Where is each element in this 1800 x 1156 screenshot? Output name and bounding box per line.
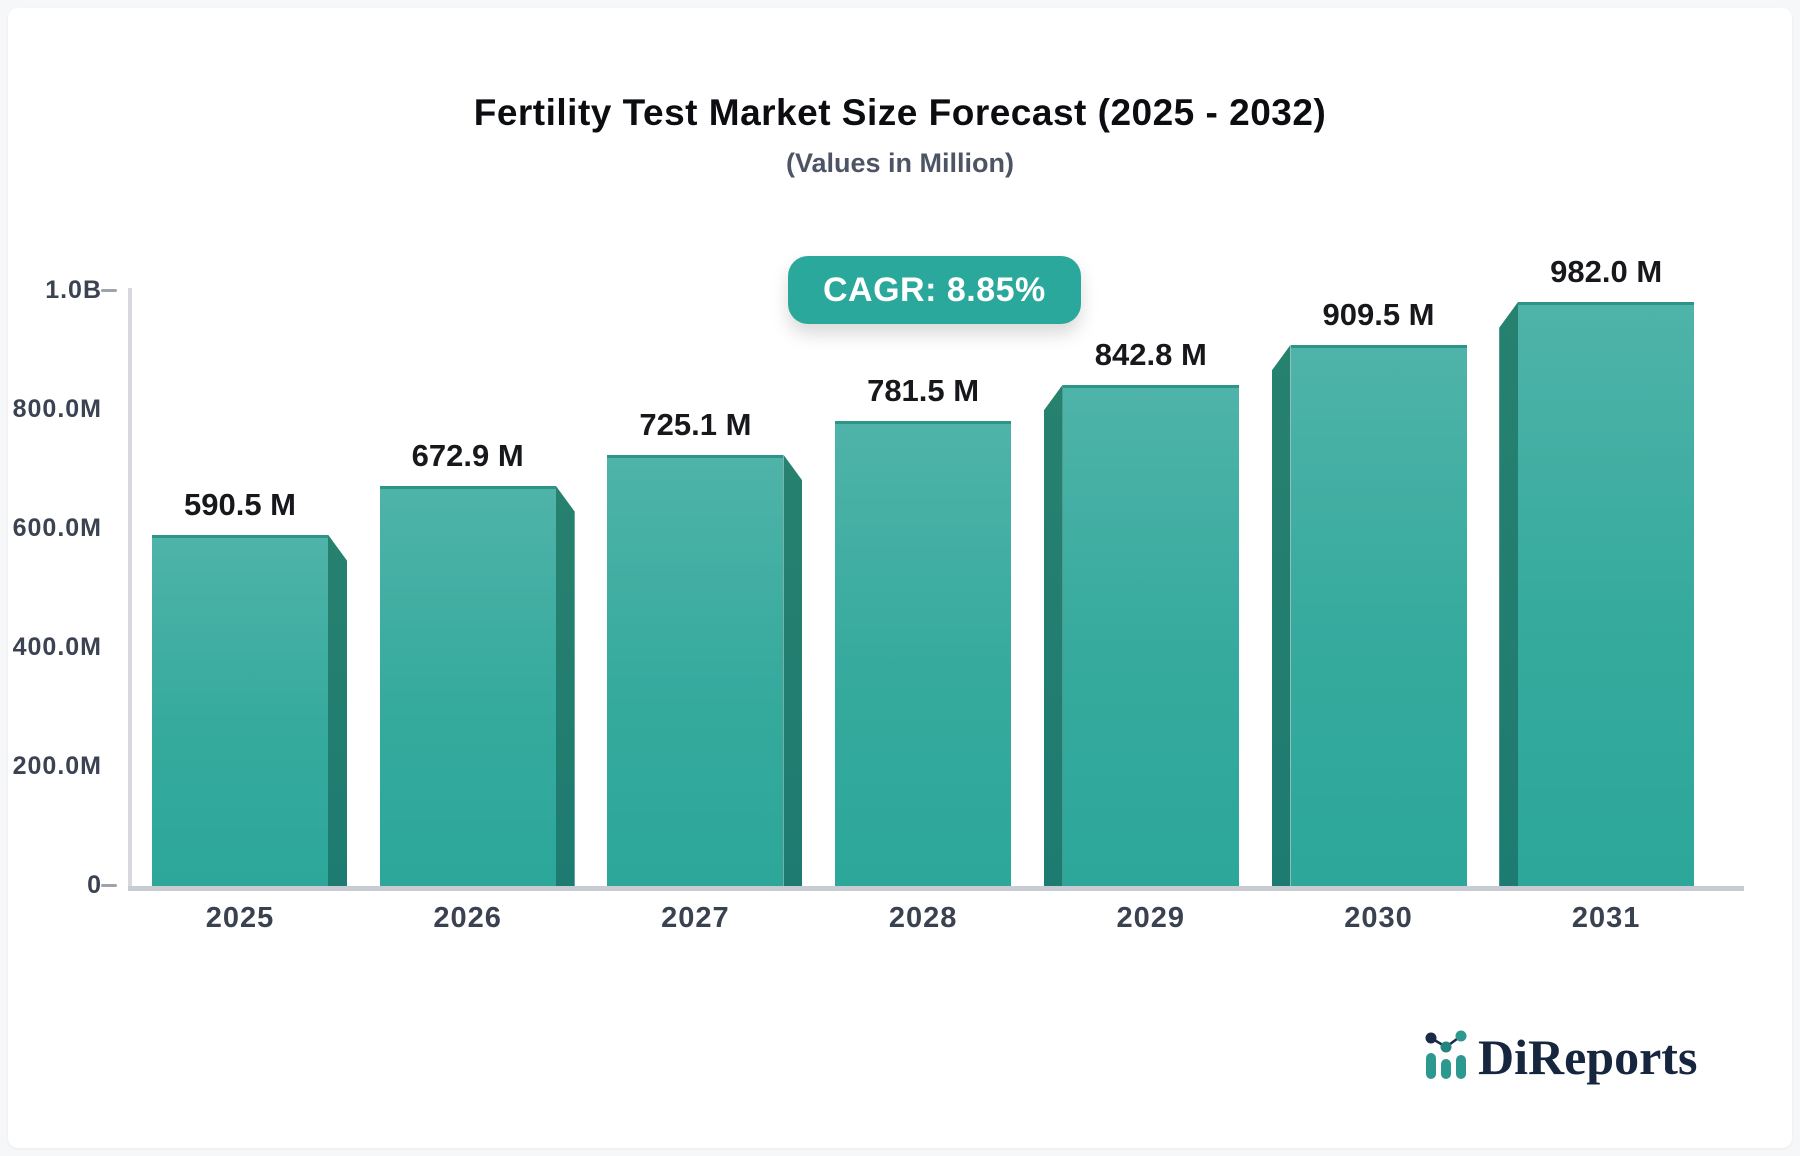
x-tick-label: 2025 (205, 902, 275, 934)
bar-value-label: 842.8 M (1094, 336, 1207, 372)
y-tick-label: 600.0M (12, 514, 102, 542)
bar-2026 (379, 485, 556, 886)
bar-side-2029 (1043, 384, 1063, 886)
x-tick-label: 2027 (661, 902, 730, 934)
bar-2029 (1062, 384, 1239, 886)
bar-value-label: 909.5 M (1322, 296, 1435, 332)
cagr-badge: CAGR: 8.85% (788, 256, 1081, 324)
y-axis-line (128, 288, 132, 888)
x-tick-label: 2030 (1344, 902, 1413, 934)
x-tick-label: 2028 (888, 902, 958, 934)
x-axis-line (128, 886, 1744, 891)
bar-side-2027 (783, 454, 803, 886)
bar-side-2031 (1499, 301, 1519, 886)
x-tick-label: 2026 (433, 902, 502, 934)
y-tick-label: 1.0B (45, 276, 102, 304)
y-tick-label: 800.0M (12, 395, 102, 423)
y-tick-label: 400.0M (12, 633, 102, 661)
bar-side-2026 (555, 485, 575, 886)
y-tick-dash (101, 884, 117, 887)
x-tick-label: 2029 (1116, 902, 1186, 934)
chart-subtitle: (Values in Million) (785, 148, 1015, 178)
bar-value-label: 781.5 M (867, 373, 980, 408)
direports-logo-text: DiReports (1478, 1029, 1698, 1085)
bar-2025 (152, 534, 328, 886)
direports-logo: DiReports (1422, 1026, 1697, 1082)
bar-2027 (607, 454, 784, 886)
bar-value-label: 725.1 M (639, 406, 752, 442)
y-tick-label: 200.0M (12, 752, 102, 780)
chart-title: Fertility Test Market Size Forecast (202… (473, 92, 1327, 133)
y-tick-dash (101, 289, 117, 292)
bar-value-label: 982.0 M (1550, 253, 1663, 289)
bar-2028 (835, 421, 1012, 886)
bar-value-label: 590.5 M (183, 486, 296, 522)
bar-value-label: 672.9 M (411, 437, 524, 473)
y-tick-label: 0 (87, 871, 102, 899)
bar-2031 (1518, 301, 1695, 886)
bar-2030 (1290, 344, 1467, 886)
cagr-badge-label: CAGR: 8.85% (823, 270, 1046, 309)
bar-side-2030 (1271, 344, 1291, 886)
bar-side-2025 (328, 534, 347, 886)
x-tick-label: 2031 (1571, 902, 1641, 934)
direports-logo-icon (1425, 1030, 1467, 1079)
